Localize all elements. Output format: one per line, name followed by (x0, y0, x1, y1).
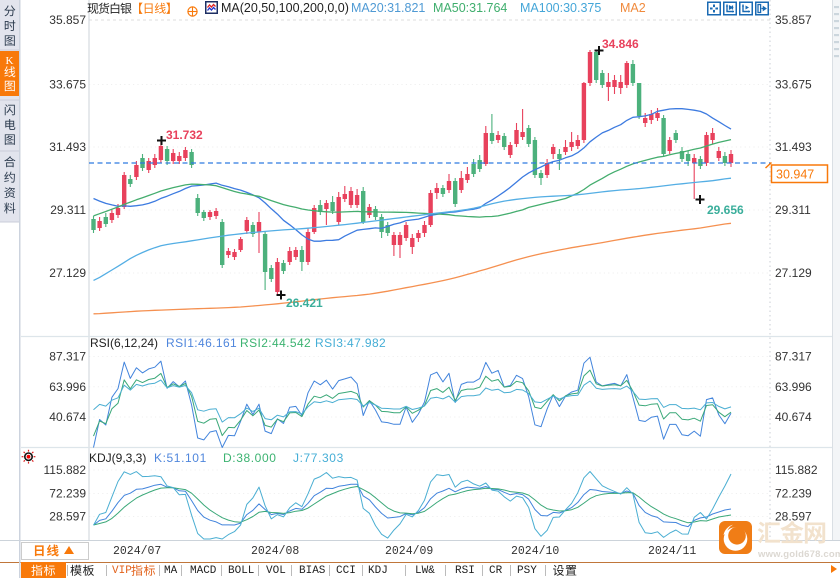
svg-text:30.947: 30.947 (776, 168, 814, 182)
svg-text:33.675: 33.675 (775, 78, 812, 92)
svg-text:115.882: 115.882 (775, 463, 818, 477)
svg-text:28.597: 28.597 (775, 510, 812, 524)
svg-text:29.656: 29.656 (707, 203, 744, 217)
svg-text:K: K (6, 55, 14, 67)
svg-text:27.129: 27.129 (49, 266, 86, 280)
svg-text:72.239: 72.239 (775, 487, 812, 501)
svg-text:35.857: 35.857 (49, 13, 86, 27)
svg-text:40.674: 40.674 (775, 410, 812, 424)
svg-text:27.129: 27.129 (775, 266, 812, 280)
svg-text:87.317: 87.317 (49, 350, 86, 364)
svg-text:29.311: 29.311 (50, 203, 86, 217)
svg-text:31.493: 31.493 (775, 140, 812, 154)
svg-text:72.239: 72.239 (49, 487, 86, 501)
svg-text:63.996: 63.996 (49, 380, 86, 394)
svg-text:28.597: 28.597 (49, 510, 86, 524)
svg-text:40.674: 40.674 (49, 410, 86, 424)
svg-text:31.493: 31.493 (49, 140, 86, 154)
svg-text:34.846: 34.846 (602, 37, 639, 51)
svg-text:29.311: 29.311 (775, 203, 811, 217)
svg-text:87.317: 87.317 (775, 350, 812, 364)
svg-text:26.421: 26.421 (286, 296, 323, 310)
svg-text:35.857: 35.857 (775, 13, 812, 27)
svg-text:33.675: 33.675 (49, 78, 86, 92)
svg-text:115.882: 115.882 (44, 463, 87, 477)
svg-text:63.996: 63.996 (775, 380, 812, 394)
svg-text:31.732: 31.732 (166, 128, 203, 142)
